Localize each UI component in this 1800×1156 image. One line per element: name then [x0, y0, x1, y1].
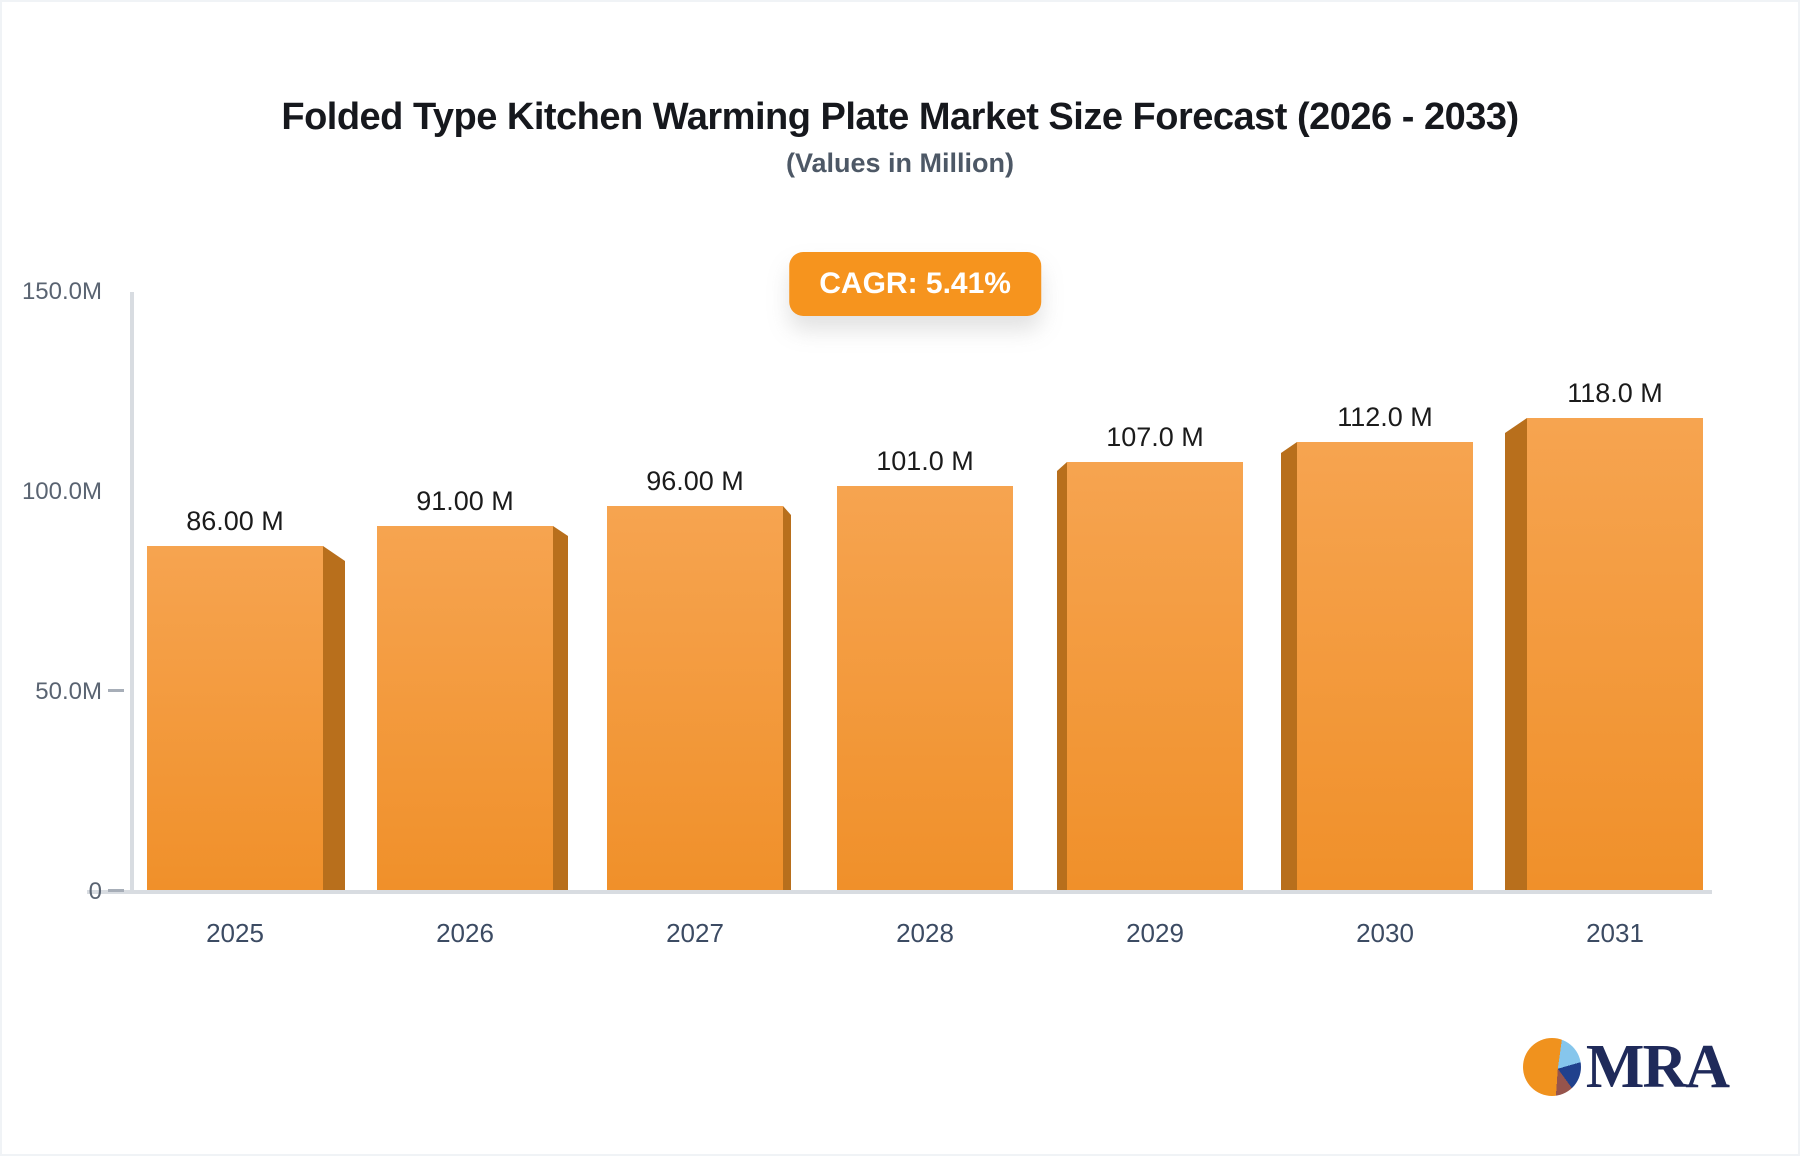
bar-group-2025[interactable]: 86.00 M 2025	[147, 506, 345, 948]
y-tick-label: 100.0M	[22, 478, 102, 505]
x-tick-label: 2028	[896, 918, 954, 948]
bar-side-3d	[783, 506, 791, 890]
chart-subtitle: (Values in Million)	[785, 148, 1015, 178]
bar-group-2027[interactable]: 96.00 M 2027	[607, 466, 791, 948]
x-tick-label: 2030	[1356, 918, 1414, 948]
y-tick-label: 50.0M	[35, 678, 102, 705]
y-tick-label: 0	[89, 878, 102, 905]
bar-side-3d	[323, 546, 345, 890]
bar-face[interactable]	[837, 486, 1013, 890]
bar-side-3d	[1505, 418, 1527, 890]
bar-value-label: 118.0 M	[1567, 378, 1663, 408]
x-tick-label: 2029	[1126, 918, 1184, 948]
bar-side-3d	[1057, 462, 1067, 890]
bar-value-label: 91.00 M	[416, 486, 514, 516]
bar-value-label: 96.00 M	[646, 466, 744, 496]
cagr-badge: CAGR: 5.41%	[789, 252, 1041, 316]
bar-face[interactable]	[1527, 418, 1703, 890]
mra-logo: MRA	[1522, 1033, 1730, 1101]
y-tick-mark	[108, 889, 124, 892]
x-tick-label: 2027	[666, 918, 724, 948]
mra-logo-text: MRA	[1585, 1033, 1730, 1101]
pie-chart-logo-icon	[1522, 1038, 1581, 1096]
bar-face[interactable]	[1297, 442, 1473, 890]
bar-face[interactable]	[1067, 462, 1243, 890]
x-tick-label: 2026	[436, 918, 494, 948]
bar-group-2026[interactable]: 91.00 M 2026	[377, 486, 568, 948]
bar-value-label: 101.0 M	[876, 446, 974, 476]
bar-group-2029[interactable]: 107.0 M 2029	[1057, 422, 1243, 948]
bar-face[interactable]	[377, 526, 553, 890]
bar-value-label: 112.0 M	[1337, 402, 1433, 432]
bar-group-2028[interactable]: 101.0 M 2028	[837, 446, 1013, 948]
y-axis-line	[130, 292, 134, 892]
bar-value-label: 107.0 M	[1106, 422, 1204, 452]
x-tick-label: 2031	[1586, 918, 1644, 948]
y-tick-label: 150.0M	[22, 278, 102, 305]
bar-side-3d	[553, 526, 568, 890]
bar-side-3d	[1281, 442, 1297, 890]
chart-title: Folded Type Kitchen Warming Plate Market…	[281, 96, 1519, 138]
bar-group-2031[interactable]: 118.0 M 2031	[1505, 378, 1703, 948]
bar-group-2030[interactable]: 112.0 M 2030	[1281, 402, 1473, 948]
x-tick-label: 2025	[206, 918, 264, 948]
y-tick-mark	[108, 689, 124, 692]
bar-face[interactable]	[607, 506, 783, 890]
bar-face[interactable]	[147, 546, 323, 890]
bar-value-label: 86.00 M	[186, 506, 284, 536]
x-axis-line	[87, 890, 1712, 894]
